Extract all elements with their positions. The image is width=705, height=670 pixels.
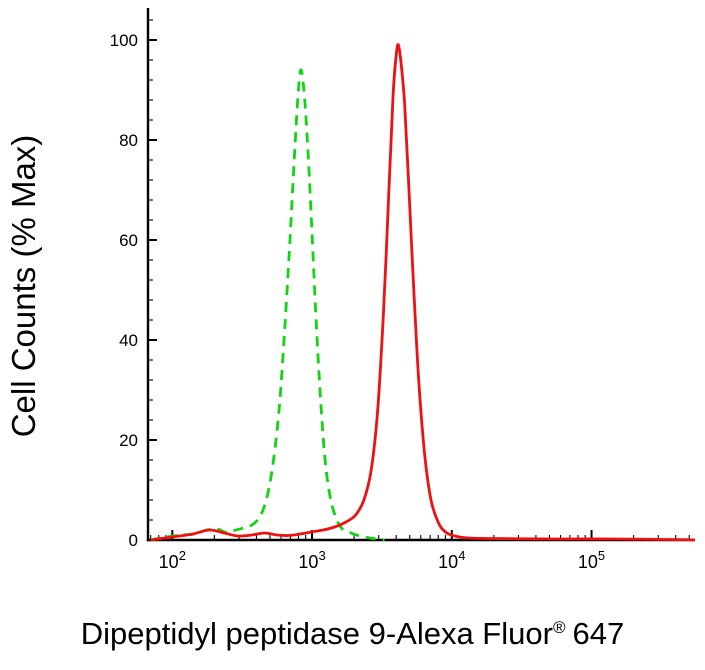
x-tick-label: 104	[438, 548, 465, 572]
y-axis-title: Cell Counts (% Max)	[5, 134, 42, 438]
y-tick-label: 100	[110, 31, 138, 50]
y-tick-label: 0	[129, 531, 138, 550]
series-dpp9-solid-red	[150, 43, 696, 542]
chart-svg: 0 20 40 60 80 100 102 103 104 105	[110, 8, 696, 572]
x-tick-label: 102	[159, 548, 186, 572]
series-control-dashed-green	[150, 68, 386, 542]
y-tick-label: 60	[119, 231, 138, 250]
x-tick-label: 103	[298, 548, 325, 572]
y-tick-label: 80	[119, 131, 138, 150]
x-axis-title-suffix: 647	[572, 616, 625, 651]
x-axis-title: Dipeptidyl peptidase 9-Alexa Fluor® 647	[0, 616, 705, 652]
registered-trademark-symbol: ®	[552, 618, 566, 637]
x-axis-title-text: Dipeptidyl peptidase 9-Alexa Fluor	[80, 616, 553, 651]
y-tick-label: 20	[119, 431, 138, 450]
y-tick-label: 40	[119, 331, 138, 350]
x-tick-label: 105	[578, 548, 605, 572]
